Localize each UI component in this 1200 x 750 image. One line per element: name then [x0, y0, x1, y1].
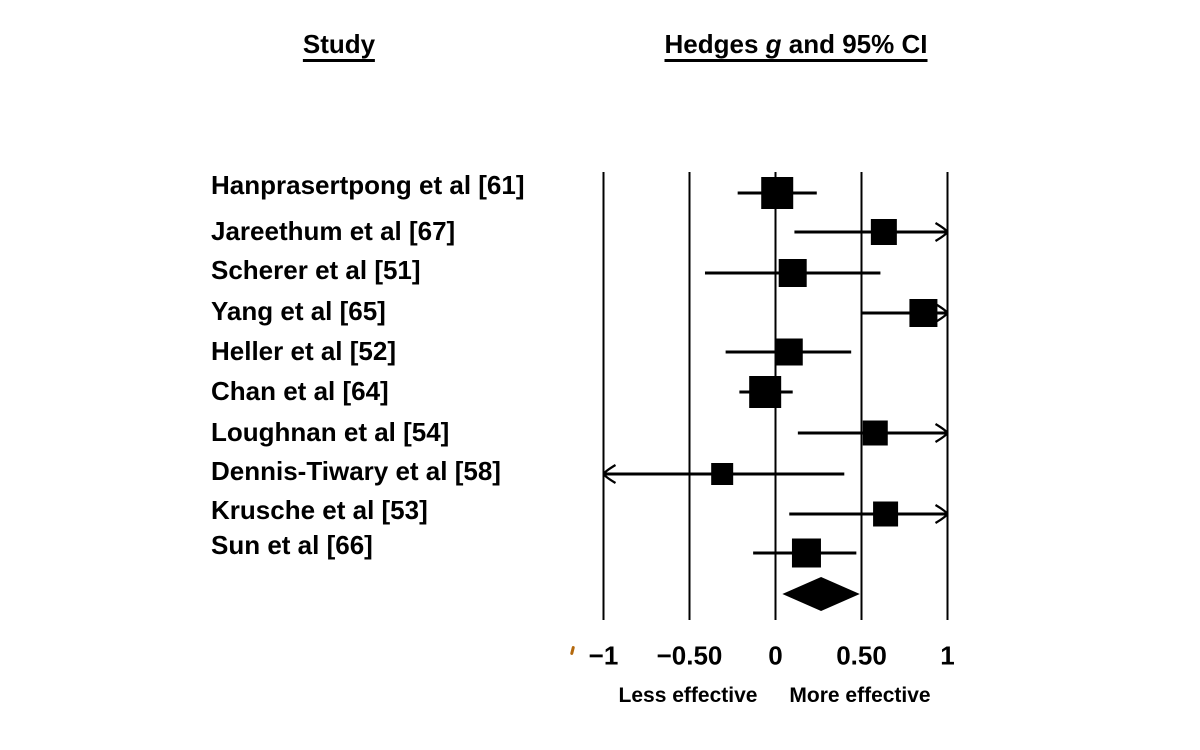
less-effective-label: Less effective [618, 684, 758, 707]
effect-square [761, 177, 794, 209]
study-label: Dennis-Tiwary et al [58] [211, 456, 501, 486]
study-label: Chan et al [64] [211, 376, 389, 406]
axis-tick-label: −0.50 [656, 640, 723, 671]
effect-square [862, 420, 888, 446]
study-label: Jareethum et al [67] [211, 216, 456, 246]
arrow-right-icon [934, 222, 949, 242]
effect-square [775, 338, 803, 366]
arrow-right-icon [934, 504, 949, 524]
axis-tick-label: 1 [940, 640, 955, 671]
axis-tick-label: 0.50 [836, 640, 887, 671]
overall-diamond [782, 577, 860, 611]
study-header-text: Study [302, 29, 376, 59]
effect-square [909, 299, 938, 327]
study-label: Yang et al [65] [211, 296, 386, 326]
axis-tick-label: 0 [768, 640, 783, 671]
more-effective-label: More effective [789, 684, 931, 707]
study-label: Sun et al [66] [211, 530, 373, 560]
effect-square [873, 501, 899, 527]
effect-square [749, 376, 782, 408]
effect-square [778, 259, 807, 287]
study-label: Krusche et al [53] [211, 495, 428, 525]
effect-square [870, 219, 897, 245]
study-label: Loughnan et al [54] [211, 417, 450, 447]
axis-tick-label: −1 [588, 640, 619, 671]
effect-square [711, 463, 734, 485]
study-column-header: Study [302, 29, 376, 62]
effect-header-g: g [765, 29, 782, 59]
effect-column-header: Hedges g and 95% CI [664, 29, 928, 62]
study-label: Heller et al [52] [211, 336, 396, 366]
effect-square [791, 538, 821, 568]
arrow-left-icon [602, 464, 617, 484]
study-label: Hanprasertpong et al [61] [211, 170, 525, 200]
effect-header-suffix: and 95% CI [781, 29, 928, 59]
effect-header-prefix: Hedges [664, 29, 766, 59]
arrow-right-icon [934, 423, 949, 443]
study-label: Scherer et al [51] [211, 255, 421, 285]
